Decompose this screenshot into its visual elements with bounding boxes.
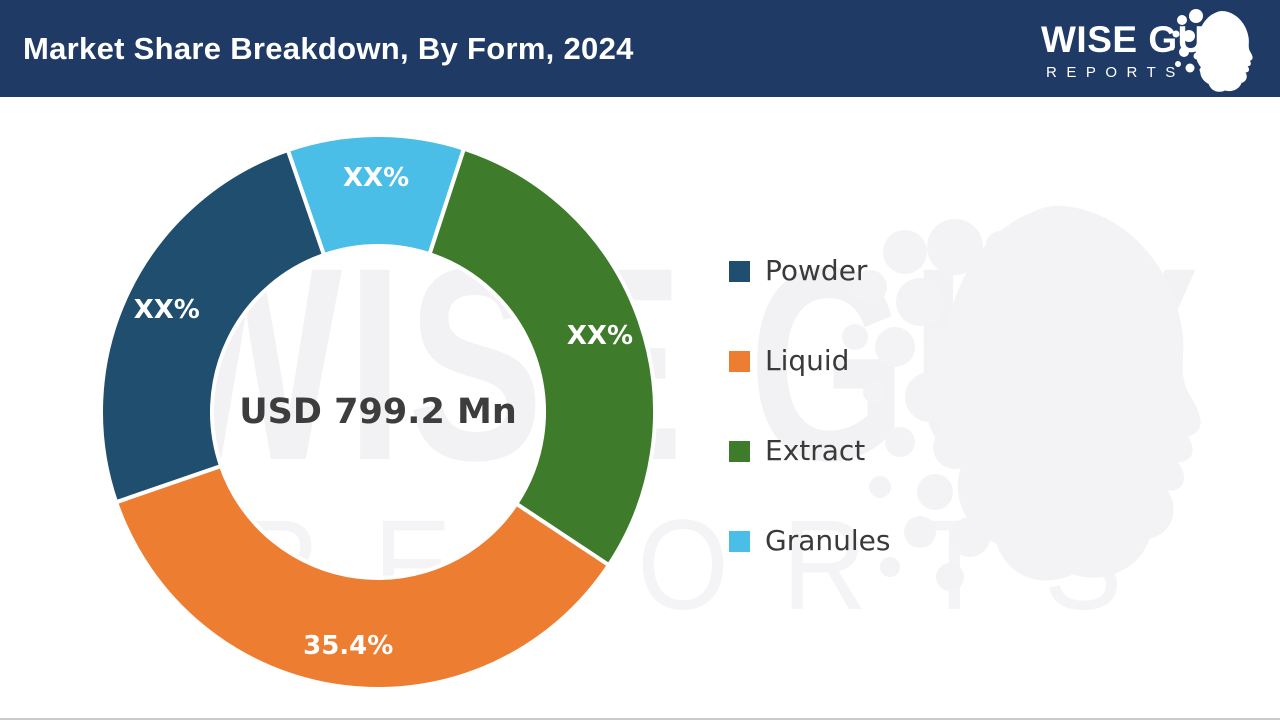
- donut-segment-powder: [99, 148, 326, 505]
- legend-item-powder: Powder: [729, 256, 867, 286]
- donut-segment-liquid: [114, 464, 611, 691]
- legend-item-liquid: Liquid: [729, 346, 849, 376]
- legend-swatch-powder: [729, 260, 750, 282]
- donut-segment-extract: [427, 146, 657, 568]
- watermark-head-graphic: [842, 205, 1201, 591]
- legend-swatch-extract: [729, 440, 750, 462]
- wiseguy-logo: WISE GUY REPORTS: [1041, 9, 1253, 92]
- donut-chart: XX% XX% 35.4% XX%: [99, 133, 657, 691]
- legend-item-extract: Extract: [729, 436, 865, 466]
- chart-area: WISE GUY REPORTS XX% XX% 35.4% XX% USD 799.…: [0, 97, 1280, 718]
- legend-swatch-liquid: [729, 350, 750, 372]
- chart-center-value: USD 799.2 Mn: [239, 392, 517, 432]
- segment-label-liquid: 35.4%: [303, 631, 393, 661]
- page-title: Market Share Breakdown, By Form, 2024: [23, 30, 634, 66]
- logo-wordmark: WISE GUY: [1041, 19, 1230, 60]
- legend-label: Extract: [765, 434, 866, 467]
- logo-subtext: REPORTS: [1046, 64, 1185, 81]
- chart-legend: Powder Liquid Extract Granules: [729, 97, 1029, 718]
- legend-item-granules: Granules: [729, 526, 890, 556]
- legend-label: Liquid: [765, 344, 850, 377]
- watermark-dots: [842, 219, 1050, 591]
- segment-label-extract: XX%: [567, 321, 633, 351]
- legend-label: Granules: [765, 524, 891, 557]
- header-bar: Market Share Breakdown, By Form, 2024 WI…: [0, 0, 1280, 97]
- segment-label-granules: XX%: [343, 163, 409, 193]
- logo-head-icon: [1169, 9, 1253, 92]
- bottom-border: [0, 718, 1280, 720]
- legend-swatch-granules: [729, 530, 750, 552]
- segment-label-powder: XX%: [134, 295, 200, 325]
- legend-label: Powder: [765, 254, 868, 287]
